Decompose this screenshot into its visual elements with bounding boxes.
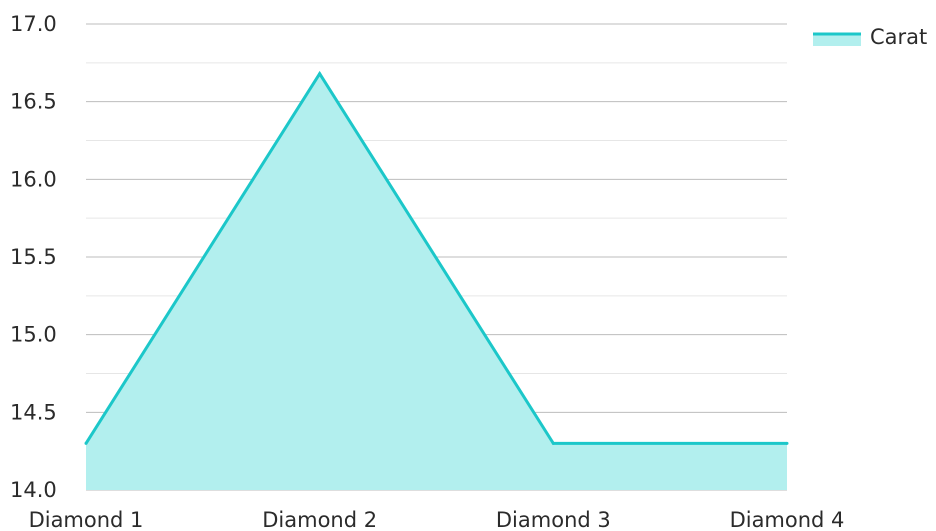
data-point[interactable]	[785, 441, 789, 445]
y-tick-label: 15.5	[10, 245, 57, 269]
y-tick-label: 14.0	[10, 478, 57, 502]
x-category-label: Diamond 4	[730, 508, 845, 531]
legend-label-carat[interactable]: Carat	[870, 25, 927, 49]
y-tick-label: 14.5	[10, 400, 57, 424]
x-category-label: Diamond 3	[496, 508, 611, 531]
y-tick-label: 16.5	[10, 90, 57, 114]
y-tick-label: 17.0	[10, 12, 57, 36]
legend[interactable]: Carat	[813, 25, 927, 49]
y-axis: 14.0 14.5 15.0 15.5 16.0 16.5 17.0	[10, 12, 57, 502]
y-tick-label: 16.0	[10, 167, 57, 191]
y-tick-label: 15.0	[10, 323, 57, 347]
legend-swatch-carat[interactable]	[813, 34, 861, 46]
data-point[interactable]	[84, 441, 88, 445]
series-area-layer	[84, 70, 789, 490]
series-area-carat	[86, 73, 787, 490]
x-category-label: Diamond 1	[29, 508, 144, 531]
data-point[interactable]	[318, 72, 322, 76]
x-axis: Diamond 1 Diamond 2 Diamond 3 Diamond 4	[29, 508, 845, 531]
x-category-label: Diamond 2	[262, 508, 377, 531]
series-line-carat	[84, 70, 787, 445]
data-point[interactable]	[551, 441, 555, 445]
